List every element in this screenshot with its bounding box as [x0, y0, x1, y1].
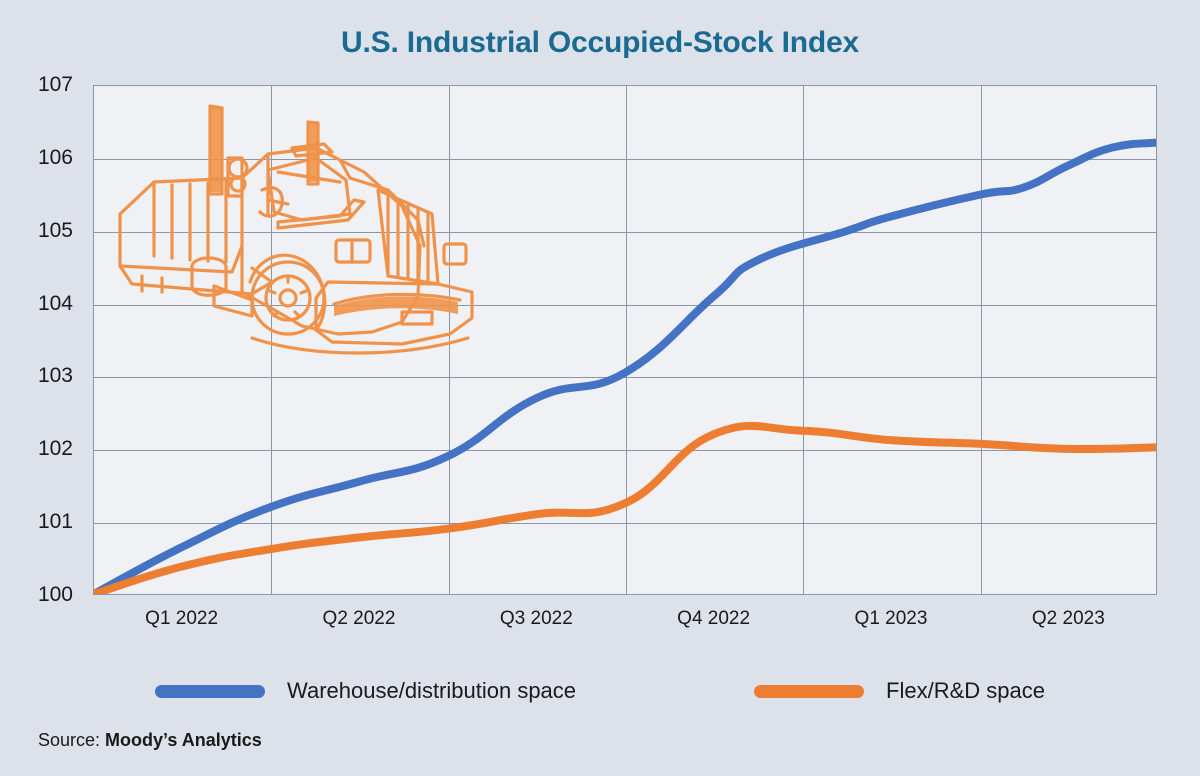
series-layer [94, 138, 1156, 594]
page-title: U.S. Industrial Occupied-Stock Index [341, 26, 859, 59]
y-axis-tick-label: 104 [37, 291, 73, 315]
series-line-warehouse [94, 138, 1156, 594]
y-axis-tick-label: 102 [37, 437, 73, 461]
source-prefix: Source: [38, 730, 106, 750]
plot-inner [94, 86, 1156, 594]
legend-label-warehouse: Warehouse/distribution space [287, 678, 577, 703]
y-axis-tick-label: 106 [37, 145, 73, 169]
gridline-horizontal [94, 523, 1156, 525]
plot-area [93, 85, 1157, 595]
legend-label-flex: Flex/R&D space [886, 678, 1045, 703]
gridline-horizontal [94, 304, 1156, 306]
y-axis-tick-label: 107 [37, 73, 73, 96]
line-swatch-icon [754, 684, 865, 698]
gridline-vertical [626, 86, 627, 594]
source-name: Moody’s Analytics [105, 730, 262, 750]
gridline-horizontal [94, 450, 1156, 452]
source-note: Source: Moody’s Analytics [38, 730, 262, 751]
gridline-horizontal [94, 158, 1156, 160]
legend-entry-warehouse[interactable]: Warehouse/distribution space [155, 678, 576, 704]
x-axis-tick-label: Q3 2022 [499, 608, 573, 629]
gridline-horizontal [94, 377, 1156, 379]
gridline-horizontal [94, 231, 1156, 233]
gridline-vertical [980, 86, 982, 594]
gridline-vertical [448, 86, 450, 594]
y-axis-tick-label: 101 [37, 510, 73, 534]
legend-entry-flex[interactable]: Flex/R&D space [754, 678, 1045, 704]
gridline-vertical [803, 86, 805, 594]
y-axis-tick-label: 103 [37, 364, 73, 388]
x-axis-tick-label: Q1 2023 [854, 608, 928, 629]
legend: Warehouse/distribution space Flex/R&D sp… [0, 678, 1200, 704]
x-axis-tick-label: Q4 2022 [677, 608, 751, 629]
y-axis-tick-label: 100 [37, 583, 73, 606]
x-axis-tick-label: Q2 2023 [1031, 608, 1105, 629]
x-axis-tick-label: Q2 2022 [322, 608, 396, 629]
x-axis-tick-label: Q1 2022 [145, 608, 219, 629]
gridline-vertical [271, 86, 273, 594]
y-axis-tick-label: 105 [37, 218, 73, 242]
line-swatch-icon [155, 684, 266, 698]
